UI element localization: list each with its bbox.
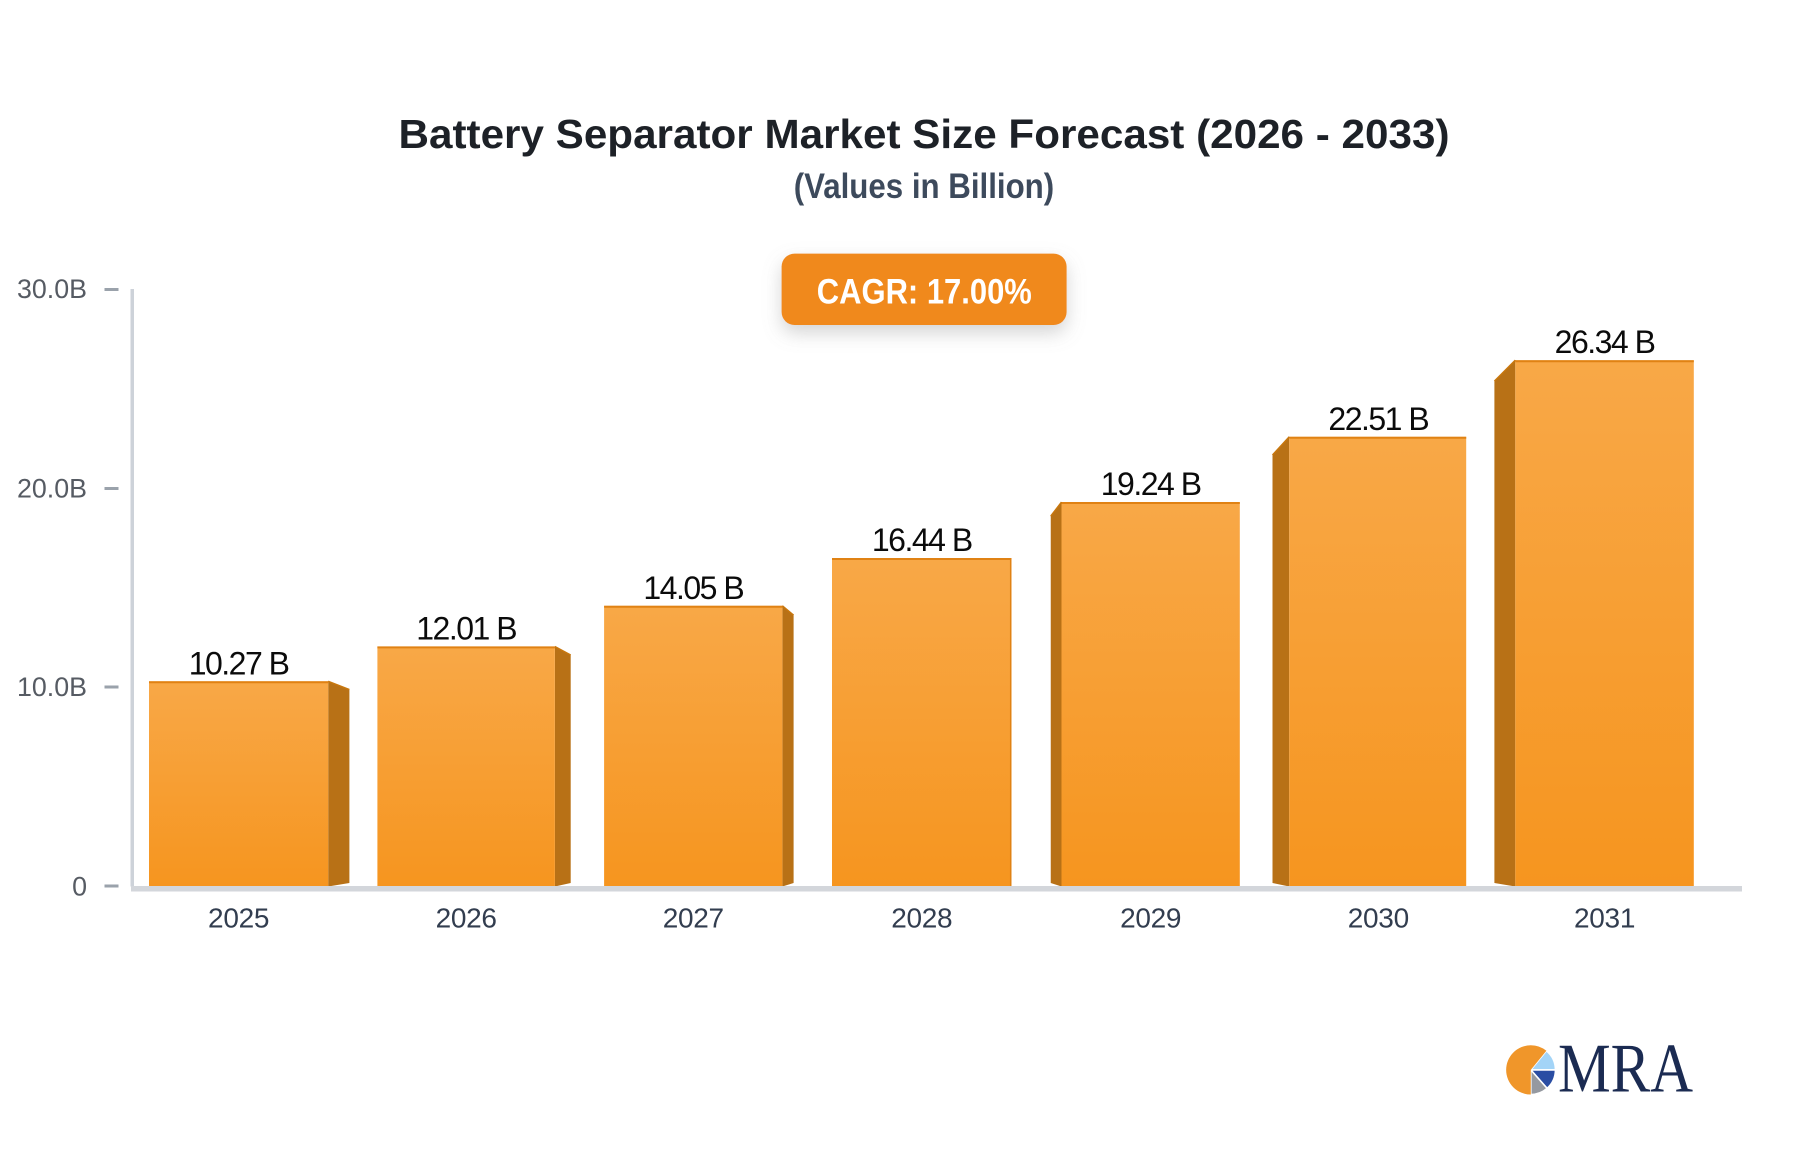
svg-text:22.51 B: 22.51 B [1328, 401, 1428, 437]
svg-text:2031: 2031 [1574, 903, 1635, 934]
svg-text:19.24 B: 19.24 B [1101, 466, 1201, 502]
svg-text:16.44 B: 16.44 B [872, 522, 972, 558]
svg-text:0: 0 [72, 871, 87, 901]
svg-text:2026: 2026 [436, 903, 497, 934]
svg-text:CAGR: 17.00%: CAGR: 17.00% [817, 273, 1032, 312]
svg-text:2028: 2028 [891, 903, 952, 934]
svg-text:2030: 2030 [1348, 903, 1409, 934]
svg-text:10.0B: 10.0B [17, 672, 87, 702]
svg-text:26.34 B: 26.34 B [1555, 324, 1655, 360]
svg-text:2027: 2027 [663, 903, 724, 934]
svg-text:10.27 B: 10.27 B [189, 645, 289, 681]
svg-text:20.0B: 20.0B [17, 474, 87, 504]
svg-text:Battery Separator Market Size: Battery Separator Market Size Forecast (… [399, 111, 1450, 157]
svg-text:12.01 B: 12.01 B [416, 611, 516, 647]
svg-text:2029: 2029 [1120, 903, 1181, 934]
svg-text:2025: 2025 [208, 903, 269, 934]
svg-text:14.05 B: 14.05 B [643, 570, 743, 606]
svg-text:(Values in Billion): (Values in Billion) [794, 167, 1054, 206]
svg-text:30.0B: 30.0B [17, 274, 87, 304]
svg-text:MRA: MRA [1558, 1031, 1693, 1108]
